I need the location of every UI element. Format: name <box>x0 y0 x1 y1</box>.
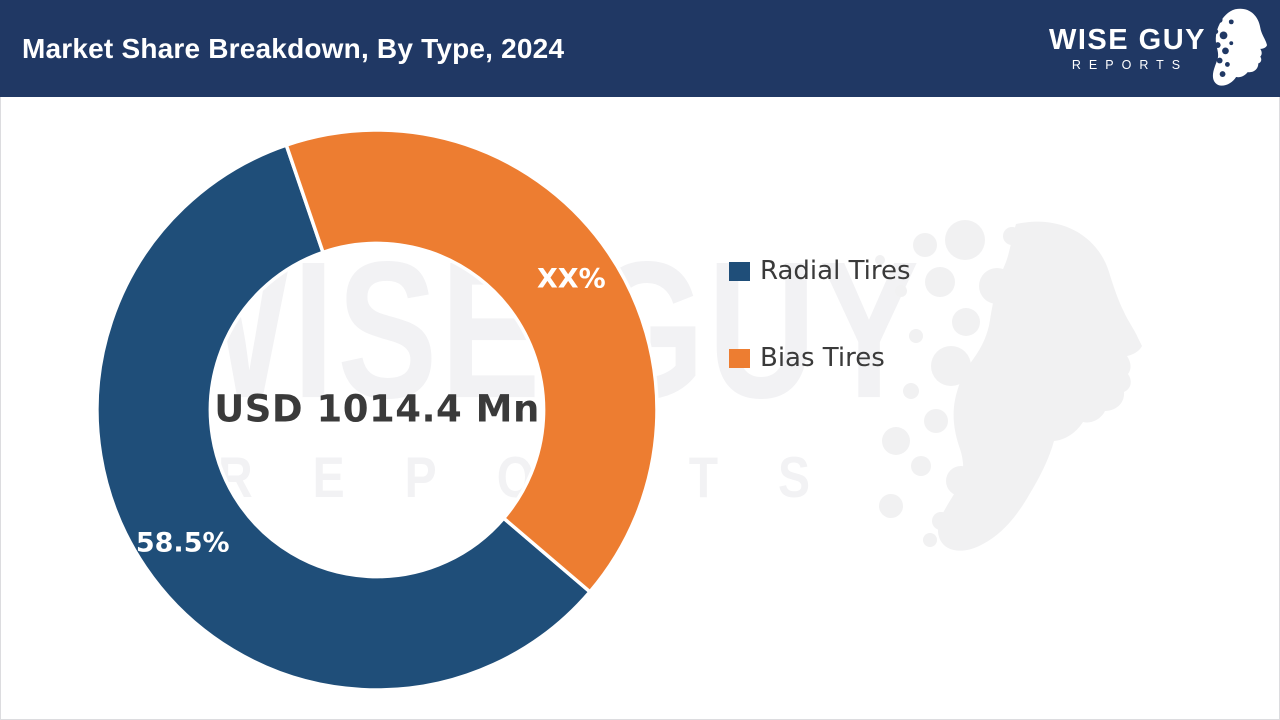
legend-label-radial: Radial Tires <box>760 256 911 286</box>
legend-label-bias: Bias Tires <box>760 343 885 373</box>
brand-face-icon <box>1210 6 1268 92</box>
header-bar: Market Share Breakdown, By Type, 2024 WI… <box>0 0 1280 97</box>
brand-name: WISE GUY <box>1048 23 1206 56</box>
watermark-face-icon <box>866 212 1176 576</box>
slice-bias-tires <box>284 128 659 594</box>
legend: Radial Tires Bias Tires <box>729 256 911 430</box>
brand-subname: REPORTS <box>1071 57 1189 72</box>
brand-logo-text: WISE GUY REPORTS <box>1048 23 1206 72</box>
donut-chart: 58.5% XX% <box>94 127 660 693</box>
center-value-label: USD 1014.4 Mn <box>214 387 540 431</box>
brand-logo: WISE GUY REPORTS <box>1049 6 1268 92</box>
slice-label-radial-tires: 58.5% <box>136 527 230 558</box>
legend-item-bias-tires: Bias Tires <box>729 343 911 373</box>
legend-swatch-bias <box>729 348 750 368</box>
watermark-reports-text: REPORTS <box>218 449 870 508</box>
slice-radial-tires <box>95 143 592 692</box>
donut-svg: 58.5% XX% <box>95 128 659 692</box>
slice-label-bias-tires: XX% <box>537 263 606 294</box>
page-title: Market Share Breakdown, By Type, 2024 <box>22 32 565 64</box>
legend-item-radial-tires: Radial Tires <box>729 256 911 286</box>
legend-swatch-radial <box>729 261 750 281</box>
